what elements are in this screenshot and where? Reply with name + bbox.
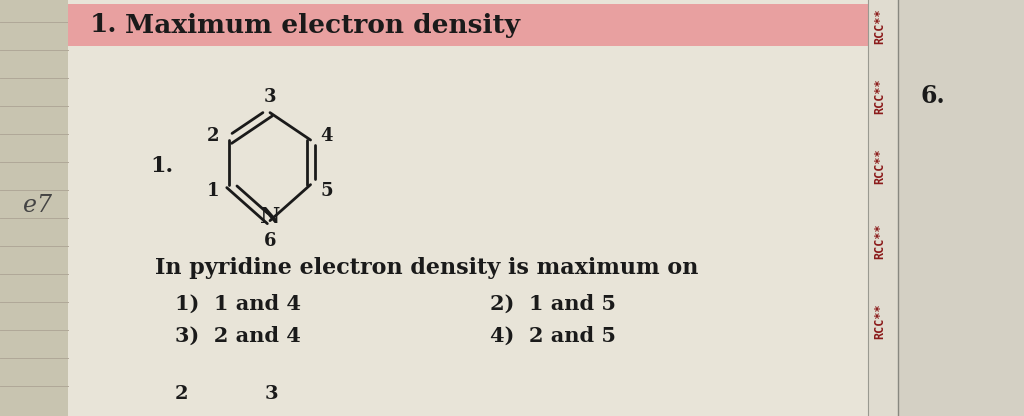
Text: RCC**: RCC** xyxy=(873,148,887,184)
Text: RCC**: RCC** xyxy=(873,223,887,259)
Text: 4: 4 xyxy=(321,127,333,145)
Text: 1.: 1. xyxy=(150,155,173,177)
Text: In pyridine electron density is maximum on: In pyridine electron density is maximum … xyxy=(155,257,698,279)
Text: RCC**: RCC** xyxy=(873,303,887,339)
Text: 1.: 1. xyxy=(90,12,118,37)
Bar xyxy=(0,0,68,416)
Text: e7: e7 xyxy=(24,195,52,218)
Text: 6: 6 xyxy=(264,232,276,250)
Text: 1: 1 xyxy=(207,182,220,200)
Text: 2: 2 xyxy=(207,127,220,145)
Text: 1)  1 and 4: 1) 1 and 4 xyxy=(175,294,301,314)
Bar xyxy=(868,0,898,416)
Bar xyxy=(68,0,868,416)
Text: RCC**: RCC** xyxy=(873,78,887,114)
Text: 5: 5 xyxy=(321,182,333,200)
Text: 3)  2 and 4: 3) 2 and 4 xyxy=(175,326,301,346)
Text: 2: 2 xyxy=(175,385,188,403)
Text: 3: 3 xyxy=(264,88,276,106)
FancyBboxPatch shape xyxy=(68,4,868,46)
Text: 2)  1 and 5: 2) 1 and 5 xyxy=(490,294,616,314)
Bar xyxy=(898,0,1024,416)
Text: RCC**: RCC** xyxy=(873,8,887,44)
Text: Maximum electron density: Maximum electron density xyxy=(125,12,520,37)
Text: 3: 3 xyxy=(265,385,279,403)
Text: N: N xyxy=(260,206,281,228)
Text: 4)  2 and 5: 4) 2 and 5 xyxy=(490,326,616,346)
Text: 6.: 6. xyxy=(920,84,944,108)
